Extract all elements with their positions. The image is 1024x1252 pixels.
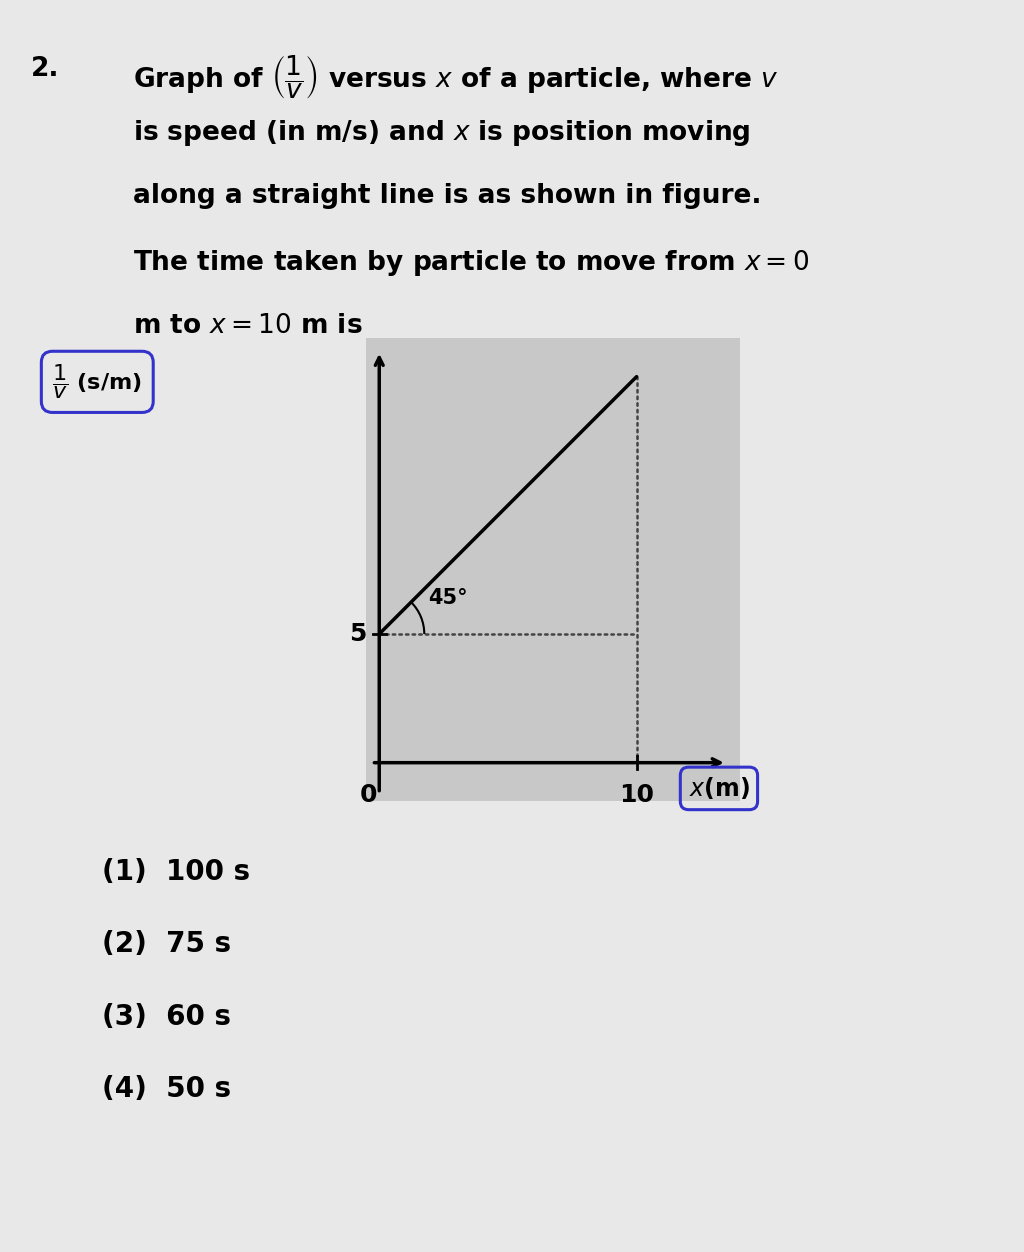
Text: along a straight line is as shown in figure.: along a straight line is as shown in fig… xyxy=(133,183,762,209)
Text: m to $x = 10$ m is: m to $x = 10$ m is xyxy=(133,313,362,339)
Text: Graph of $\left(\dfrac{1}{v}\right)$ versus $x$ of a particle, where $v$: Graph of $\left(\dfrac{1}{v}\right)$ ver… xyxy=(133,53,778,100)
Text: 5: 5 xyxy=(349,622,367,646)
Text: (2)  75 s: (2) 75 s xyxy=(102,930,231,958)
Text: (1)  100 s: (1) 100 s xyxy=(102,858,251,885)
Text: $x$(m): $x$(m) xyxy=(688,775,750,801)
Text: (4)  50 s: (4) 50 s xyxy=(102,1075,231,1103)
Text: 2.: 2. xyxy=(31,56,59,83)
Text: 0: 0 xyxy=(360,784,378,808)
Text: The time taken by particle to move from $x = 0$: The time taken by particle to move from … xyxy=(133,248,809,278)
Text: (3)  60 s: (3) 60 s xyxy=(102,1003,231,1030)
Text: is speed (in m/s) and $x$ is position moving: is speed (in m/s) and $x$ is position mo… xyxy=(133,118,751,148)
Text: $\dfrac{1}{v}$ (s/m): $\dfrac{1}{v}$ (s/m) xyxy=(52,362,142,402)
Text: 45°: 45° xyxy=(428,588,468,608)
Text: 10: 10 xyxy=(620,784,654,808)
